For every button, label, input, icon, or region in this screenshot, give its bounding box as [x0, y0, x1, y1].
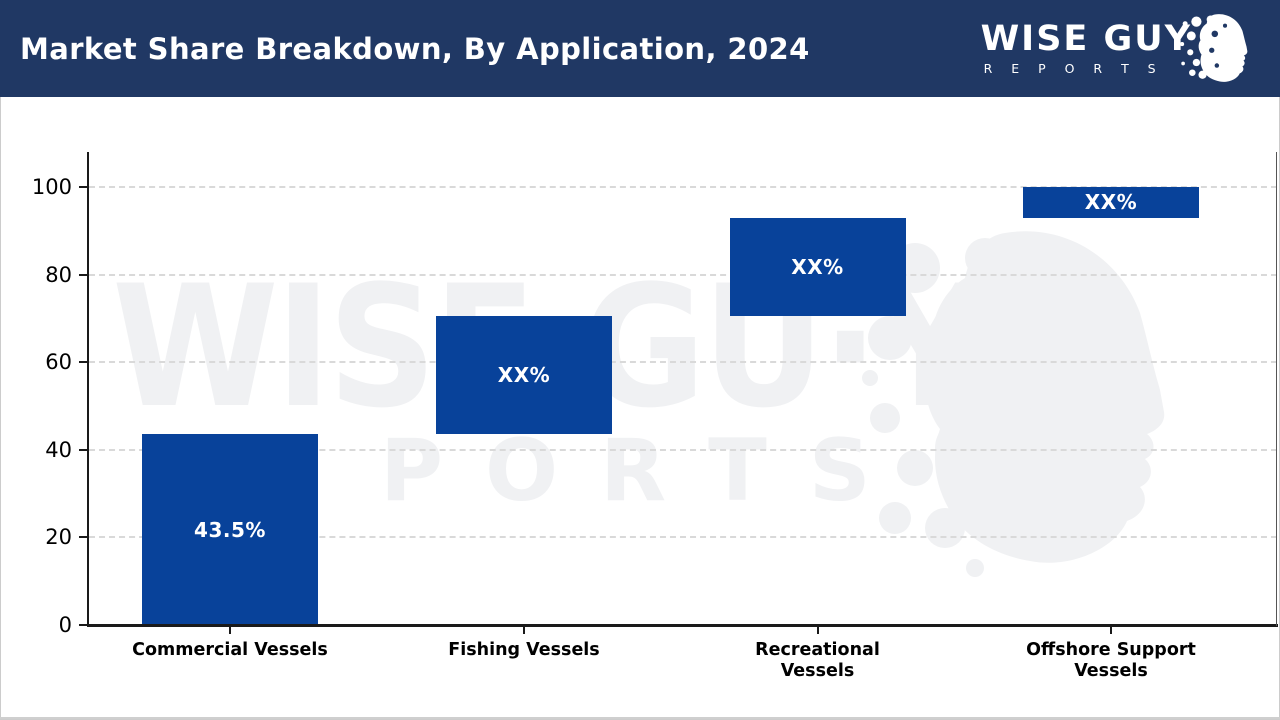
- y-axis-tick-label: 100: [31, 175, 72, 199]
- bar-value-label: XX%: [791, 254, 844, 279]
- x-category-label: Commercial Vessels: [132, 640, 328, 660]
- x-axis-line: [87, 624, 1278, 627]
- y-axis-tick-label: 20: [45, 525, 72, 550]
- y-axis-tick-label: 60: [45, 350, 72, 375]
- x-axis-tick: [816, 627, 819, 634]
- gridline: [89, 536, 1277, 539]
- y-axis-tick: [79, 448, 88, 451]
- x-axis-tick: [229, 627, 231, 634]
- header-bar: Market Share Breakdown, By Application, …: [0, 0, 1280, 97]
- gridline: [89, 186, 1277, 188]
- bar-segment-offshore-support-vessels: XX%: [1023, 187, 1199, 218]
- bottom-border-line: [0, 717, 1280, 719]
- y-axis-line: [87, 152, 89, 626]
- y-axis-tick-label: 0: [58, 613, 72, 637]
- bar-segment-fishing-vessels: XX%: [436, 316, 612, 435]
- watermark-text-small: P O R T S: [380, 421, 877, 521]
- bar-segment-commercial-vessels: 43.5%: [142, 434, 318, 625]
- brand-logo-text: WISE GUY R E P O R T S: [980, 19, 1192, 77]
- bar-value-label: XX%: [497, 363, 551, 388]
- gridline: [89, 273, 1277, 276]
- bar-value-label: XX%: [1084, 190, 1138, 215]
- brand-logo: WISE GUY R E P O R T S: [981, 4, 1270, 94]
- y-axis-tick: [79, 536, 88, 539]
- brand-subname: R E P O R T S: [983, 61, 1164, 76]
- y-axis-tick-label: 80: [45, 262, 72, 287]
- x-axis-tick: [1110, 627, 1112, 634]
- y-axis-tick-label: 40: [45, 437, 72, 462]
- bar-segment-recreational-vessels: XX%: [729, 217, 906, 317]
- x-category-label: Offshore Support Vessels: [1026, 640, 1196, 681]
- y-axis-tick: [79, 624, 88, 626]
- gridline: [89, 361, 1277, 364]
- plot-right-border: [1276, 152, 1277, 626]
- gridline: [89, 448, 1277, 451]
- brand-head-icon: [1180, 14, 1248, 82]
- x-axis-tick: [523, 627, 525, 634]
- x-category-label: Fishing Vessels: [448, 640, 600, 660]
- chart-title: Market Share Breakdown, By Application, …: [20, 31, 810, 66]
- brand-name: WISE GUY: [980, 19, 1192, 59]
- watermark-head-icon: [862, 231, 1165, 577]
- bar-value-label: 43.5%: [194, 517, 266, 542]
- x-category-label: Recreational Vessels: [755, 640, 880, 681]
- y-axis-tick: [79, 273, 88, 276]
- y-axis-tick: [79, 361, 88, 364]
- y-axis-tick: [79, 186, 88, 188]
